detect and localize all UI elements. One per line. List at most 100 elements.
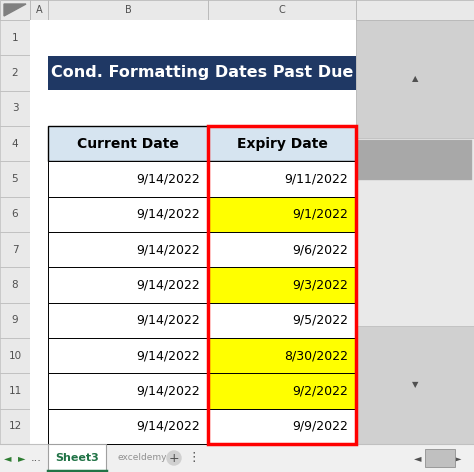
Bar [30,55,356,91]
Bar [208,161,356,197]
Text: 9/6/2022: 9/6/2022 [292,243,348,256]
Text: 7: 7 [12,244,18,255]
Text: ▼: ▼ [412,380,418,389]
Text: 9: 9 [12,315,18,325]
Bar [208,373,356,409]
Text: 6: 6 [12,210,18,219]
Text: 9/9/2022: 9/9/2022 [292,420,348,433]
Bar [48,444,106,472]
Bar [356,326,474,444]
Bar [30,91,356,126]
Bar [0,126,30,161]
Bar [0,197,30,232]
Text: C: C [279,5,285,15]
Text: 2: 2 [12,68,18,78]
Bar [208,409,356,444]
Bar [0,267,30,303]
Text: A: A [36,5,42,15]
Bar [208,267,356,303]
Bar [358,140,472,180]
Text: Sheet3: Sheet3 [55,453,99,463]
Bar [208,0,356,20]
Bar [0,20,30,55]
Text: 9/3/2022: 9/3/2022 [292,278,348,292]
Bar [30,267,356,303]
Bar [356,20,474,444]
Bar [30,409,356,444]
Bar [356,20,474,138]
Text: 3: 3 [12,103,18,113]
Text: exceldemy: exceldemy [118,454,167,463]
Bar [356,0,474,20]
Bar [208,126,356,161]
Text: 9/14/2022: 9/14/2022 [136,208,200,221]
Bar [30,20,474,444]
Text: 9/2/2022: 9/2/2022 [292,385,348,397]
Bar [425,449,455,467]
Bar [0,444,474,472]
Bar [208,232,356,267]
Text: 9/14/2022: 9/14/2022 [136,349,200,362]
Bar [30,232,356,267]
Bar [0,161,30,197]
Text: ▲: ▲ [412,75,418,84]
Bar [208,338,356,373]
Bar [30,161,356,197]
Text: 1: 1 [12,33,18,42]
Text: 9/14/2022: 9/14/2022 [136,243,200,256]
Bar [0,55,30,91]
Text: 9/5/2022: 9/5/2022 [292,314,348,327]
Bar [30,338,356,373]
Bar [30,303,356,338]
Text: 9/1/2022: 9/1/2022 [292,208,348,221]
Text: ...: ... [30,453,41,463]
Bar [30,373,356,409]
Text: ◄: ◄ [4,453,12,463]
Bar [0,373,30,409]
Text: B: B [125,5,131,15]
Text: 9/11/2022: 9/11/2022 [284,172,348,185]
Bar [48,409,208,444]
Bar [208,126,356,444]
Bar [0,338,30,373]
Bar [48,373,208,409]
Bar [208,303,356,338]
Text: ►: ► [18,453,26,463]
Text: 9/14/2022: 9/14/2022 [136,314,200,327]
Bar [48,267,208,303]
Bar [30,126,356,161]
Text: 9/14/2022: 9/14/2022 [136,278,200,292]
Polygon shape [4,4,26,16]
Text: ⋮: ⋮ [188,452,200,464]
Bar [48,56,356,90]
Bar [48,303,208,338]
Text: +: + [169,452,179,464]
Bar [48,197,208,232]
Text: 9/14/2022: 9/14/2022 [136,420,200,433]
Bar [0,91,30,126]
Bar [0,232,30,267]
Bar [208,197,356,232]
Text: Current Date: Current Date [77,137,179,151]
Bar [48,338,208,373]
Text: 5: 5 [12,174,18,184]
Bar [30,20,356,55]
Bar [48,161,208,197]
Text: 10: 10 [9,351,21,361]
Text: Expiry Date: Expiry Date [237,137,328,151]
Text: 11: 11 [9,386,22,396]
Text: Cond. Formatting Dates Past Due: Cond. Formatting Dates Past Due [51,66,353,81]
Bar [48,0,208,20]
Text: 9/14/2022: 9/14/2022 [136,172,200,185]
Circle shape [167,451,181,465]
Bar [30,0,48,20]
Text: 9/14/2022: 9/14/2022 [136,385,200,397]
Text: 4: 4 [12,139,18,149]
Text: 8: 8 [12,280,18,290]
Bar [0,0,30,20]
Bar [0,409,30,444]
Bar [30,197,356,232]
Text: 12: 12 [9,421,22,431]
Text: ►: ► [454,453,462,463]
Text: 8/30/2022: 8/30/2022 [284,349,348,362]
